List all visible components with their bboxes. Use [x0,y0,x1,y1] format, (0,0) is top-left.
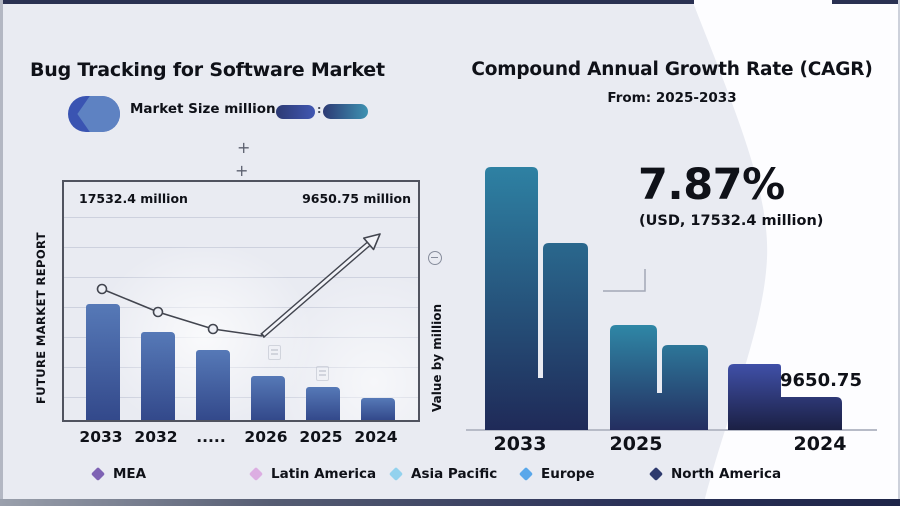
left-bar-chart: 17532.4 million 9650.75 million [62,180,420,422]
legend-label: Europe [541,466,595,482]
trend-marker-1 [152,306,164,318]
right-chart-value-annotation: 9650.75 [780,370,862,391]
cagr-bar-group-2024 [728,364,842,430]
legend-item-north-america: North America [648,466,782,482]
trend-line [101,288,263,337]
legend-diamond-icon [518,466,534,482]
document-icon [316,366,329,381]
x-tick-2026: 2026 [244,428,288,446]
trend-marker-0 [96,283,108,295]
legend-label: North America [671,466,782,482]
future-market-report-label: FUTURE MARKET REPORT [34,231,48,404]
legend-diamond-icon [90,466,106,482]
legend-diamond-icon [648,466,664,482]
legend-label: Latin America [271,466,377,482]
bar-2026 [251,376,285,420]
trend-line-with-arrow [96,233,381,339]
left-chart-min-value: 9650.75 million [302,191,411,206]
x-tick-2024: 2024 [354,428,398,446]
x-tick-2032: 2032 [134,428,178,446]
growth-arrow-inner [262,242,370,336]
plus-decoration-icon: + [237,138,251,157]
legend-item-latin-america: Latin America [248,466,377,482]
document-icon [268,345,281,360]
value-by-million-label: Value by million [430,303,444,412]
right-chart-subtitle: From: 2025-2033 [607,90,737,106]
legend-item-asia-pacific: Asia Pacific [388,466,498,482]
market-size-pill-icon [68,96,120,132]
x-tick-.....: ..... [196,428,226,446]
x-tick-2025: 2025 [299,428,343,446]
left-chart-max-value: 17532.4 million [79,191,188,206]
pill-facet-shape [77,96,120,132]
right-x-tick-2025: 2025 [609,433,663,455]
ratio-separator: : [317,103,322,116]
frame-left-line [0,0,3,506]
plus-decoration-icon: + [235,161,249,180]
ratio-pill-left-icon [276,105,315,119]
bar-2024 [361,398,395,420]
right-x-tick-2033: 2033 [493,433,547,455]
ratio-pill-right-icon [323,104,368,119]
trend-marker-2 [207,323,219,335]
cagr-bar-group-2033 [485,167,588,430]
market-size-legend-label: Market Size million [130,101,276,117]
bracket-decoration [603,269,646,292]
frame-right-line [898,0,900,506]
x-tick-2033: 2033 [79,428,123,446]
legend-label: MEA [113,466,147,482]
minus-circle-icon [428,251,442,265]
frame-bottom-strip [0,499,900,506]
legend-item-europe: Europe [518,466,595,482]
growth-arrow-head [362,233,381,251]
cagr-usd-caption: (USD, 17532.4 million) [639,213,824,229]
cagr-bar-group-2025 [610,325,708,430]
frame-top-line-right [832,0,900,4]
legend-item-mea: MEA [90,466,147,482]
right-x-tick-2024: 2024 [793,433,847,455]
left-chart-title: Bug Tracking for Software Market [30,59,385,81]
legend-diamond-icon [248,466,264,482]
legend-diamond-icon [388,466,404,482]
bar-2025 [306,387,340,420]
bar-2032 [141,332,175,420]
bar-..... [196,350,230,420]
right-chart-title: Compound Annual Growth Rate (CAGR) [471,59,873,80]
bar-2033 [86,304,120,420]
legend-label: Asia Pacific [411,466,498,482]
cagr-percentage: 7.87% [638,160,785,210]
frame-top-line-left [0,0,694,4]
